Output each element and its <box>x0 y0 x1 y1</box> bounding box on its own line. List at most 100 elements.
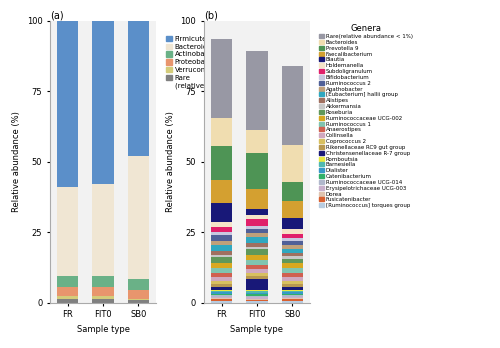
Bar <box>246 293 268 294</box>
Legend: Rare(relative abundance < 1%), Bacteroides, Prevotella 9, Faecalibacterium, Blau: Rare(relative abundance < 1%), Bacteroid… <box>318 24 414 209</box>
Bar <box>282 294 303 295</box>
Bar <box>211 291 232 292</box>
Bar <box>282 290 303 291</box>
Bar <box>57 287 78 296</box>
Bar <box>282 298 303 299</box>
Bar <box>211 296 232 298</box>
Bar <box>92 276 114 287</box>
Bar <box>282 263 303 268</box>
Bar <box>282 238 303 241</box>
Bar <box>57 276 78 287</box>
Bar <box>246 273 268 276</box>
Bar <box>282 256 303 259</box>
Bar <box>282 229 303 234</box>
Bar <box>211 180 232 203</box>
Bar <box>282 145 303 182</box>
Bar <box>211 284 232 287</box>
X-axis label: Sample type: Sample type <box>76 325 130 334</box>
Bar <box>282 249 303 253</box>
Bar <box>211 235 232 241</box>
Bar <box>282 301 303 303</box>
Bar <box>92 21 114 184</box>
Bar <box>92 184 114 276</box>
Bar <box>246 260 268 265</box>
Bar <box>92 296 114 299</box>
Bar <box>246 152 268 189</box>
Bar <box>211 118 232 146</box>
Bar <box>211 277 232 281</box>
Bar <box>282 292 303 294</box>
Bar <box>282 268 303 272</box>
Bar <box>92 287 114 296</box>
Bar <box>246 292 268 293</box>
Bar <box>282 291 303 292</box>
Bar <box>282 253 303 256</box>
Bar <box>57 21 78 187</box>
Bar <box>211 290 232 291</box>
Bar <box>246 219 268 226</box>
Bar <box>282 241 303 245</box>
Bar <box>246 51 268 130</box>
Bar <box>246 276 268 279</box>
Bar <box>282 299 303 301</box>
Bar <box>211 281 232 284</box>
Bar <box>246 233 268 237</box>
Bar <box>282 281 303 284</box>
Bar <box>211 255 232 257</box>
Bar <box>282 245 303 249</box>
Bar <box>246 214 268 219</box>
Bar <box>246 130 268 152</box>
Bar <box>128 156 149 279</box>
Bar <box>211 257 232 263</box>
Bar <box>246 301 268 303</box>
Bar <box>282 66 303 145</box>
Bar <box>246 209 268 214</box>
Bar <box>211 272 232 277</box>
Bar <box>211 39 232 118</box>
Bar <box>246 299 268 300</box>
Bar <box>211 268 232 272</box>
Text: (a): (a) <box>50 10 64 20</box>
Bar <box>211 232 232 235</box>
Bar <box>246 255 268 260</box>
Bar <box>246 294 268 296</box>
Bar <box>282 277 303 281</box>
Bar <box>211 298 232 299</box>
Bar <box>211 299 232 301</box>
Bar <box>246 269 268 273</box>
Bar <box>246 297 268 299</box>
Bar <box>246 265 268 269</box>
Bar <box>246 237 268 243</box>
Bar <box>282 201 303 218</box>
Bar <box>282 272 303 277</box>
Bar <box>282 296 303 298</box>
Bar <box>57 187 78 276</box>
Y-axis label: Relative abundance (%): Relative abundance (%) <box>166 111 175 212</box>
Bar <box>282 259 303 263</box>
Bar <box>211 146 232 180</box>
Bar <box>211 245 232 251</box>
Bar <box>211 301 232 303</box>
Bar <box>246 279 268 290</box>
Bar <box>57 296 78 299</box>
Bar <box>128 290 149 299</box>
Bar <box>282 287 303 290</box>
Bar <box>246 249 268 255</box>
Bar <box>246 226 268 229</box>
Bar <box>211 287 232 290</box>
Bar <box>246 296 268 297</box>
Bar <box>246 189 268 209</box>
Bar <box>128 300 149 303</box>
Bar <box>282 295 303 296</box>
Y-axis label: Relative abundance (%): Relative abundance (%) <box>12 111 21 212</box>
Bar <box>282 234 303 238</box>
Bar <box>211 295 232 296</box>
Bar <box>211 292 232 294</box>
Bar <box>92 299 114 303</box>
Bar <box>246 300 268 301</box>
Bar <box>282 284 303 287</box>
Bar <box>211 203 232 222</box>
Bar <box>246 243 268 247</box>
Text: (b): (b) <box>204 10 218 20</box>
Bar <box>211 227 232 232</box>
